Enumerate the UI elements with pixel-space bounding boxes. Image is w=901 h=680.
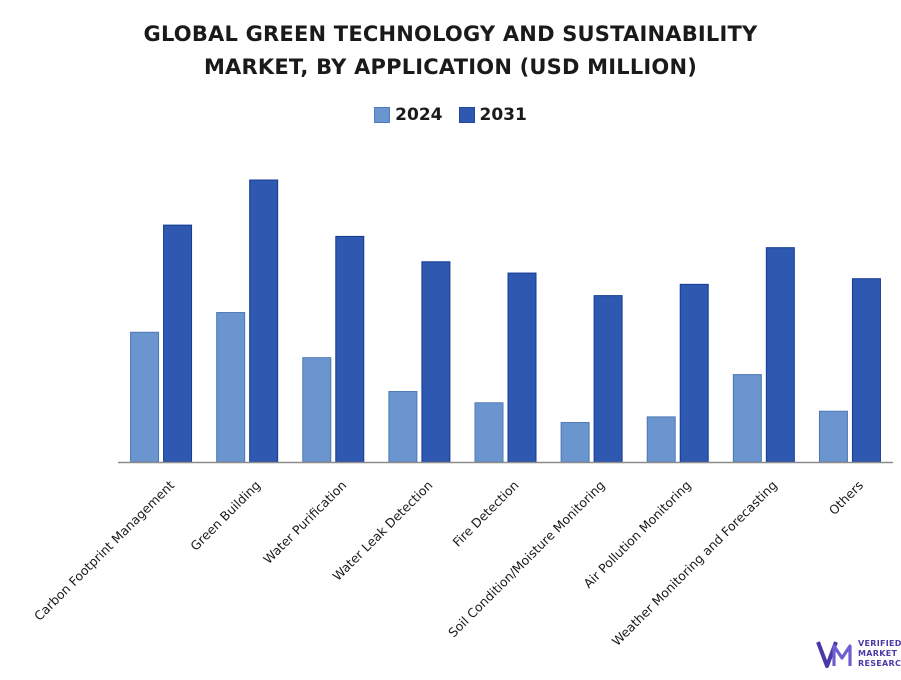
legend: 2024 2031: [0, 105, 901, 125]
x-tick-label-3: Water Leak Detection: [329, 478, 435, 584]
bar-2031-7[interactable]: [765, 247, 795, 463]
bar-2024-2[interactable]: [302, 357, 332, 463]
bar-2024-0[interactable]: [130, 331, 160, 463]
legend-swatch-2024: [374, 107, 391, 123]
bar-2024-3[interactable]: [388, 391, 418, 463]
brand-line-2: MARKET: [858, 649, 898, 658]
x-tick-label-8: Others: [826, 478, 866, 518]
legend-item-2024[interactable]: 2024: [374, 105, 443, 125]
chart-title-line-2: MARKET, BY APPLICATION (USD MILLION): [203, 55, 698, 79]
bar-2024-7[interactable]: [732, 374, 762, 463]
brand-text: VERIFIED MARKET RESEARCH: [858, 639, 901, 669]
x-tick-label-1: Green Building: [187, 478, 263, 554]
legend-item-2031[interactable]: 2031: [458, 105, 527, 125]
chart-title-line-1: GLOBAL GREEN TECHNOLOGY AND SUSTAINABILI…: [143, 22, 758, 46]
legend-label-2024: 2024: [395, 105, 443, 125]
x-tick-label-2: Water Purification: [260, 478, 349, 567]
x-tick-label-0: Carbon Footprint Management: [31, 477, 177, 623]
bar-2031-4[interactable]: [507, 272, 537, 463]
bar-2031-2[interactable]: [335, 235, 365, 463]
bar-2031-6[interactable]: [679, 283, 709, 463]
chart-title: GLOBAL GREEN TECHNOLOGY AND SUSTAINABILI…: [0, 18, 901, 84]
vmr-logo-icon: [816, 641, 852, 668]
bar-2024-5[interactable]: [560, 422, 590, 463]
bar-2031-5[interactable]: [593, 295, 623, 463]
bar-2031-1[interactable]: [249, 179, 279, 463]
x-tick-label-4: Fire Detection: [449, 478, 521, 550]
bar-2031-0[interactable]: [163, 224, 193, 463]
x-tick-label-7: Weather Monitoring and Forecasting: [609, 478, 780, 649]
bar-2031-3[interactable]: [421, 261, 451, 463]
bar-2031-8[interactable]: [851, 278, 881, 463]
brand-logo: VERIFIED MARKET RESEARCH: [816, 636, 901, 676]
bar-2024-4[interactable]: [474, 402, 504, 463]
legend-label-2031: 2031: [479, 105, 527, 125]
bar-2024-1[interactable]: [216, 312, 246, 463]
brand-line-3: RESEARCH: [858, 659, 901, 668]
x-tick-label-5: Soil Condition/Moisture Monitoring: [445, 478, 608, 641]
bar-2024-6[interactable]: [646, 416, 676, 463]
bar-2024-8[interactable]: [818, 410, 848, 463]
legend-swatch-2031: [458, 107, 475, 123]
brand-line-1: VERIFIED: [858, 639, 901, 648]
